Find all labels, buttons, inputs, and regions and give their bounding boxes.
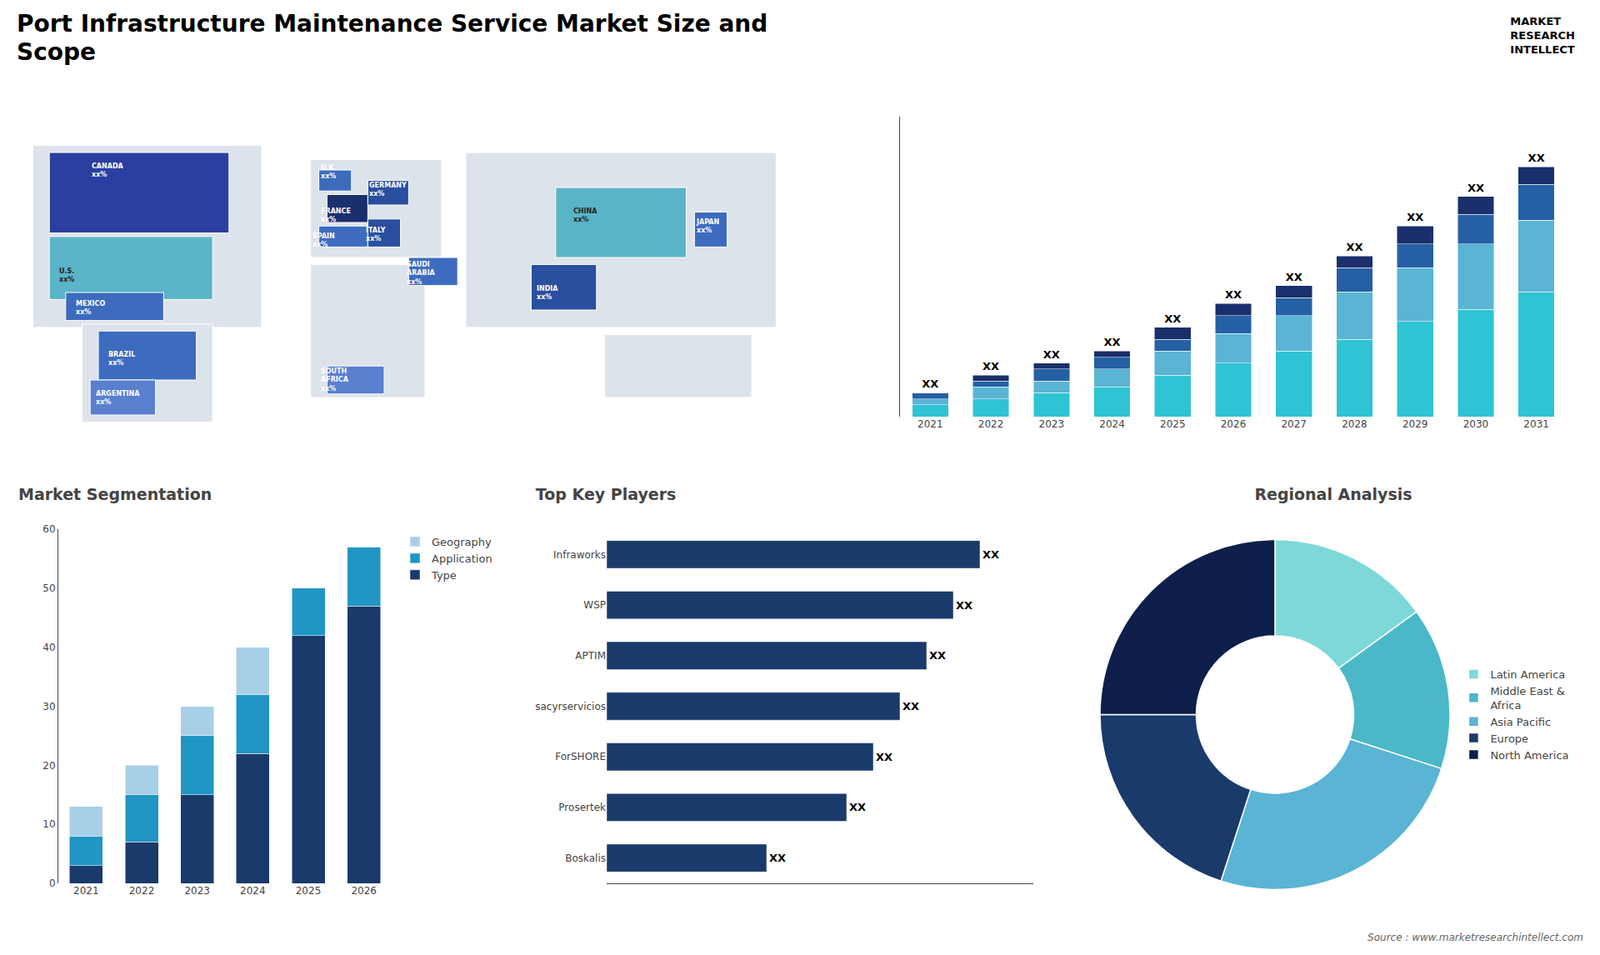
- svg-text:XX: XX: [955, 599, 973, 612]
- svg-text:Type: Type: [430, 569, 457, 582]
- svg-text:2031: 2031: [1523, 418, 1550, 430]
- svg-text:30: 30: [42, 700, 55, 713]
- html-text:MARKET RESEARCH INTELLECT: MARKET RESEARCH INTELLECT: [1510, 15, 1575, 56]
- svg-text:SOUTHAFRICAxx%: SOUTHAFRICAxx%: [320, 367, 350, 393]
- svg-text:2024: 2024: [1099, 418, 1125, 430]
- svg-text:XX: XX: [921, 377, 939, 390]
- svg-text:20: 20: [42, 760, 55, 772]
- html-text:Source : www.marketresearchint: Source : www.marketresearchintellect.com: [1367, 931, 1584, 944]
- svg-text:Europe: Europe: [1490, 732, 1529, 745]
- svg-text:2030: 2030: [1463, 418, 1490, 430]
- svg-text:Latin America: Latin America: [1490, 668, 1565, 681]
- svg-text:Middle East &Africa: Middle East &Africa: [1490, 685, 1565, 712]
- svg-text:ITALYxx%: ITALYxx%: [365, 226, 386, 243]
- html-text:Port Infrastructure Maintenanc: Port Infrastructure Maintenance Service …: [16, 10, 768, 66]
- svg-text:2023: 2023: [184, 885, 210, 897]
- svg-text:Infraworks: Infraworks: [553, 549, 606, 561]
- svg-text:XX: XX: [982, 548, 1000, 561]
- svg-text:Boskalis: Boskalis: [565, 852, 606, 865]
- svg-text:XX: XX: [982, 360, 1000, 373]
- svg-text:XX: XX: [1164, 312, 1181, 325]
- svg-text:U.K.xx%: U.K.xx%: [320, 164, 337, 180]
- svg-text:XX: XX: [1285, 270, 1303, 284]
- svg-text:Asia Pacific: Asia Pacific: [1490, 715, 1551, 729]
- svg-text:XX: XX: [769, 851, 786, 865]
- svg-text:2026: 2026: [1220, 418, 1247, 430]
- svg-text:2021: 2021: [73, 885, 100, 897]
- svg-text:U.S.xx%: U.S.xx%: [59, 267, 75, 284]
- svg-text:50: 50: [42, 582, 55, 595]
- svg-text:CANADAxx%: CANADAxx%: [91, 162, 125, 179]
- svg-text:JAPANxx%: JAPANxx%: [695, 218, 720, 235]
- svg-text:2028: 2028: [1341, 418, 1368, 430]
- svg-text:GERMANYxx%: GERMANYxx%: [369, 181, 407, 198]
- svg-text:10: 10: [42, 818, 55, 830]
- svg-text:2025: 2025: [295, 885, 322, 897]
- svg-text:APTIM: APTIM: [575, 650, 606, 662]
- svg-text:SPAINxx%: SPAINxx%: [312, 232, 335, 249]
- svg-text:60: 60: [42, 523, 55, 535]
- svg-text:SAUDIARABIAxx%: SAUDIARABIAxx%: [406, 260, 436, 286]
- svg-text:CHINAxx%: CHINAxx%: [573, 207, 598, 224]
- svg-text:2026: 2026: [350, 885, 377, 897]
- svg-text:WSP: WSP: [583, 599, 606, 611]
- svg-text:2023: 2023: [1039, 418, 1065, 430]
- svg-text:2027: 2027: [1280, 418, 1307, 430]
- svg-text:XX: XX: [875, 750, 893, 764]
- svg-text:MEXICOxx%: MEXICOxx%: [75, 300, 105, 316]
- svg-text:BRAZILxx%: BRAZILxx%: [108, 350, 135, 367]
- svg-text:XX: XX: [1043, 348, 1060, 361]
- svg-text:2022: 2022: [978, 418, 1005, 430]
- svg-text:ForSHORE: ForSHORE: [555, 750, 606, 763]
- svg-text:XX: XX: [1104, 335, 1121, 349]
- svg-text:INDIAxx%: INDIAxx%: [536, 285, 559, 301]
- svg-text:XX: XX: [1467, 181, 1485, 195]
- svg-text:XX: XX: [929, 649, 946, 662]
- svg-text:XX: XX: [1345, 240, 1363, 254]
- svg-text:Market Segmentation: Market Segmentation: [18, 485, 212, 504]
- svg-text:2022: 2022: [129, 885, 155, 897]
- svg-text:Regional Analysis: Regional Analysis: [1254, 485, 1412, 504]
- svg-text:XX: XX: [902, 700, 920, 713]
- svg-text:Geography: Geography: [431, 535, 492, 549]
- svg-text:sacyrservicios: sacyrservicios: [535, 700, 606, 713]
- svg-text:Prosertek: Prosertek: [558, 801, 606, 814]
- svg-text:ARGENTINAxx%: ARGENTINAxx%: [95, 390, 140, 406]
- svg-text:North America: North America: [1490, 749, 1569, 762]
- svg-text:XX: XX: [1406, 210, 1424, 224]
- svg-text:0: 0: [49, 877, 56, 890]
- svg-text:FRANCExx%: FRANCExx%: [320, 207, 351, 224]
- svg-text:40: 40: [42, 641, 55, 654]
- svg-text:2029: 2029: [1402, 418, 1429, 430]
- svg-text:Application: Application: [431, 552, 493, 565]
- svg-text:XX: XX: [1225, 288, 1242, 301]
- svg-text:2021: 2021: [917, 418, 944, 430]
- svg-text:XX: XX: [1528, 151, 1545, 165]
- svg-text:2024: 2024: [240, 885, 266, 897]
- svg-text:2025: 2025: [1160, 418, 1186, 430]
- svg-text:Top Key Players: Top Key Players: [535, 485, 677, 504]
- svg-text:XX: XX: [849, 800, 866, 814]
